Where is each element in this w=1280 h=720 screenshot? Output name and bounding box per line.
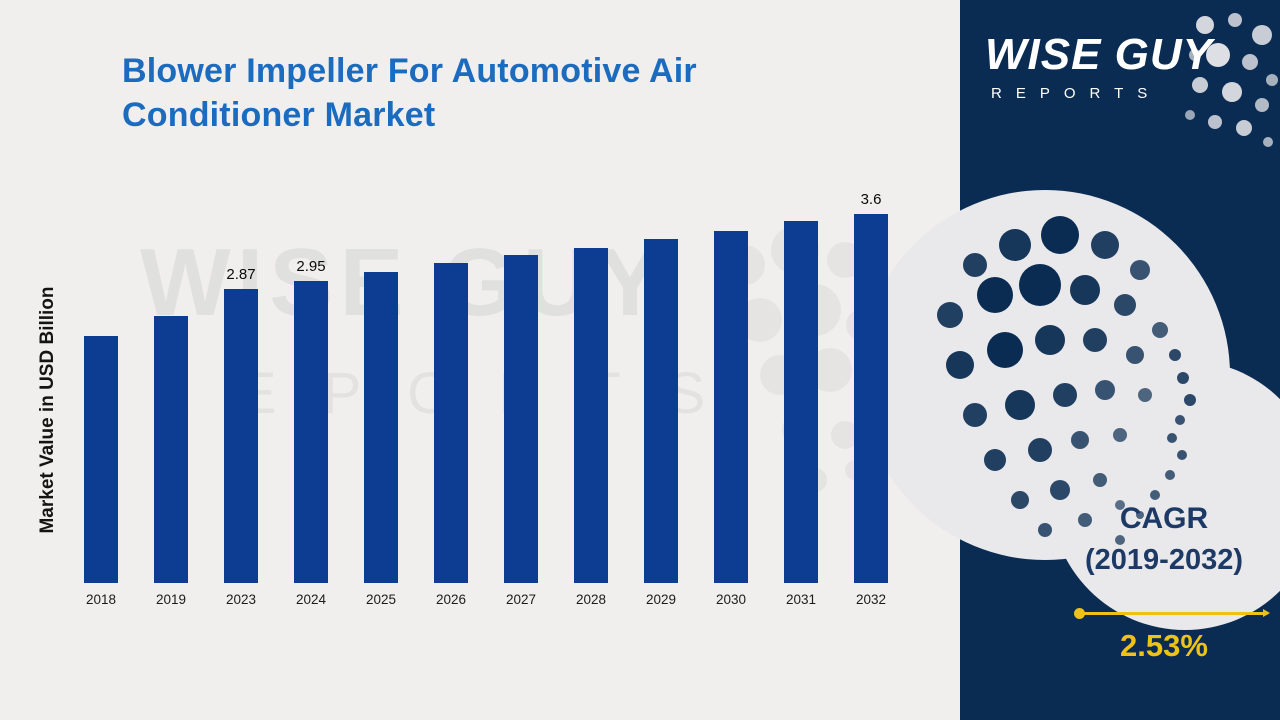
plot-area: 2.87 2.95 3.6 [66,163,906,583]
x-tick-2028: 2028 [575,592,607,607]
x-tick-2026: 2026 [435,592,467,607]
x-axis-labels: 2018 2019 2023 2024 2025 2026 2027 2028 2029 2030… [66,592,906,607]
logo-subtitle: REPORTS [991,85,1162,102]
bar-2031 [784,221,818,583]
logo-wordmark: WISE GUY [985,30,1214,79]
bar-2025 [364,272,398,583]
bar-2029 [644,239,678,583]
cagr-value: 2.53% [1120,628,1208,663]
y-axis-label: Market Value in USD Billion [37,286,58,534]
x-tick-2024: 2024 [295,592,327,607]
bar-value-label-2024: 2.95 [296,258,326,275]
bar-2030 [714,231,748,583]
face-circle-small [1050,360,1280,630]
cagr-label: CAGR [1119,502,1209,535]
cagr-divider-line [1074,608,1270,619]
bar-2032 [854,214,888,583]
x-tick-2029: 2029 [645,592,677,607]
page-title: Blower Impeller For Automotive Air Condi… [122,51,697,134]
bar-2018 [84,336,118,583]
x-tick-2030: 2030 [715,592,747,607]
bar-2023 [224,289,258,583]
wiseguy-logo: WISE GUY REPORTS [985,30,1213,102]
x-tick-2019: 2019 [155,592,187,607]
bar-2027 [504,255,538,583]
x-tick-2031: 2031 [785,592,817,607]
x-tick-2025: 2025 [365,592,397,607]
bar-2028 [574,248,608,583]
x-tick-2023: 2023 [225,592,257,607]
bar-value-label-2032: 3.6 [860,191,882,208]
x-tick-2018: 2018 [85,592,117,607]
cagr-range: (2019-2032) [1085,544,1243,576]
bar-2026 [434,263,468,583]
x-tick-2032: 2032 [855,592,887,607]
cagr-block: CAGR (2019-2032) [1055,502,1273,577]
x-tick-2027: 2027 [505,592,537,607]
bar-2024 [294,281,328,583]
bar-value-label-2023: 2.87 [226,266,256,283]
bar-2019 [154,316,188,583]
